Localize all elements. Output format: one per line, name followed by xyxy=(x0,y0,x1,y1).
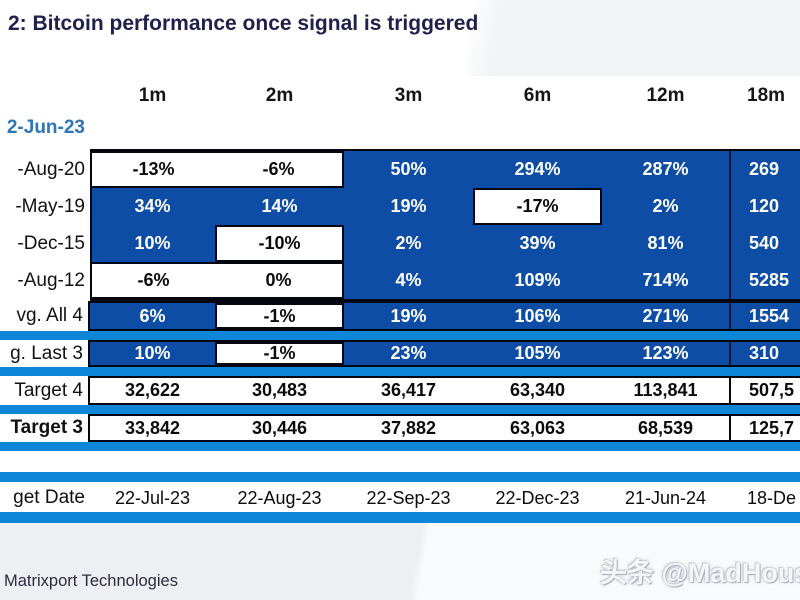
table-cell: 34% xyxy=(90,188,215,225)
table-cell: 22-Jul-23 xyxy=(90,484,215,512)
table-cell: 10% xyxy=(90,342,215,365)
table-cell: 19% xyxy=(344,303,473,329)
table-cell: 63,340 xyxy=(509,380,566,400)
table-cell: 21-Jun-24 xyxy=(602,484,729,512)
column-header-18m: 18m xyxy=(747,85,786,106)
background-bottom-band xyxy=(0,523,800,600)
table-cell: -1% xyxy=(215,342,344,365)
table-cell: 14% xyxy=(215,188,344,225)
table-cell: 30,483 xyxy=(251,380,308,400)
table-cell: 4% xyxy=(344,262,473,299)
table-cell: 81% xyxy=(602,225,729,262)
row-label: -Dec-15 xyxy=(17,232,85,254)
table-cell: -6% xyxy=(215,151,344,188)
signal-date-label: 2-Jun-23 xyxy=(6,117,85,138)
row-label: Target 4 xyxy=(0,376,90,405)
column-header-2m: 2m xyxy=(265,85,294,106)
table-row-target-4: Target 4 32,622 30,483 36,417 63,340 113… xyxy=(0,376,800,405)
table-row-target-3: Target 3 33,842 30,446 37,882 63,063 68,… xyxy=(0,414,800,442)
table-cell: -1% xyxy=(215,303,344,329)
table-row-may19: -May-19 34% 14% 19% -17% 2% 120 xyxy=(0,188,800,225)
background-top-band xyxy=(0,0,800,76)
table-cell: 0% xyxy=(215,262,344,299)
table-cell: 269 xyxy=(729,151,800,188)
table-cell: 37,882 xyxy=(380,417,437,438)
table-cell: 310 xyxy=(729,342,800,365)
table-cell: 271% xyxy=(602,303,729,329)
figure-title: 2: Bitcoin performance once signal is tr… xyxy=(8,12,479,35)
table-cell: 39% xyxy=(473,225,602,262)
table-cell: 33,842 xyxy=(124,417,181,438)
table-cell: 68,539 xyxy=(637,417,694,438)
table-row-target-date: get Date 22-Jul-23 22-Aug-23 22-Sep-23 2… xyxy=(0,484,800,512)
table-cell: 106% xyxy=(473,303,602,329)
table-cell: 540 xyxy=(729,225,800,262)
table-cell: 109% xyxy=(473,262,602,299)
watermark-text: 头条 @MadHouse xyxy=(600,558,800,588)
blue-divider-stripe xyxy=(0,472,800,482)
table-row-aug20: -Aug-20 -13% -6% 50% 294% 287% 269 xyxy=(0,151,800,188)
table-cell: 19% xyxy=(344,188,473,225)
table-cell: 123% xyxy=(602,342,729,365)
row-label: -May-19 xyxy=(15,195,85,217)
table-cell: 22-Aug-23 xyxy=(215,484,344,512)
column-header-row: 1m 2m 3m 6m 12m 18m xyxy=(0,82,800,110)
table-cell: 6% xyxy=(90,303,215,329)
table-cell: 125,7 xyxy=(729,416,800,440)
row-label: g. Last 3 xyxy=(10,342,83,364)
row-label: vg. All 4 xyxy=(16,305,83,326)
table-row-avg-all-4: vg. All 4 6% -1% 19% 106% 271% 1554 xyxy=(0,301,800,331)
table-cell: 30,446 xyxy=(251,417,308,438)
row-label: -Aug-20 xyxy=(17,158,85,180)
row-label: -Aug-12 xyxy=(17,269,85,291)
table-cell: 120 xyxy=(729,188,800,225)
table-cell: 10% xyxy=(90,225,215,262)
table-cell: -10% xyxy=(215,225,344,262)
column-header-12m: 12m xyxy=(646,85,685,106)
header-spacer xyxy=(0,82,90,110)
table-cell: -17% xyxy=(473,188,602,225)
table-cell: 1554 xyxy=(729,303,800,329)
blue-divider-stripe xyxy=(0,331,800,340)
table-cell: 113,841 xyxy=(633,380,698,400)
table-cell: 294% xyxy=(473,151,602,188)
table-cell: 50% xyxy=(344,151,473,188)
table-cell: 32,622 xyxy=(124,380,181,400)
row-label: Target 3 xyxy=(0,414,90,442)
blue-divider-stripe xyxy=(0,512,800,523)
table-cell: 63,063 xyxy=(509,417,566,438)
table-cell: 2% xyxy=(602,188,729,225)
table-cell: 22-Dec-23 xyxy=(473,484,602,512)
column-header-6m: 6m xyxy=(523,85,552,106)
blue-divider-stripe xyxy=(0,442,800,451)
table-row-aug12: -Aug-12 -6% 0% 4% 109% 714% 5285 xyxy=(0,262,800,299)
table-cell: 507,5 xyxy=(729,378,800,403)
blue-divider-stripe xyxy=(0,367,800,376)
table-cell: 105% xyxy=(473,342,602,365)
row-label: get Date xyxy=(13,487,85,508)
column-header-1m: 1m xyxy=(138,85,167,106)
table-cell: 5285 xyxy=(729,262,800,299)
table-cell: 36,417 xyxy=(380,380,437,400)
table-cell: 287% xyxy=(602,151,729,188)
table-cell: 714% xyxy=(602,262,729,299)
table-cell: 2% xyxy=(344,225,473,262)
table-row-dec15: -Dec-15 10% -10% 2% 39% 81% 540 xyxy=(0,225,800,262)
table-cell: 22-Sep-23 xyxy=(344,484,473,512)
table-cell: 23% xyxy=(344,342,473,365)
table-cell: -6% xyxy=(90,262,215,299)
table-row-avg-last-3: g. Last 3 10% -1% 23% 105% 123% 310 xyxy=(0,340,800,367)
blue-divider-stripe xyxy=(0,405,800,414)
table-cell: -13% xyxy=(90,151,215,188)
source-text: Matrixport Technologies xyxy=(4,572,178,590)
table-cell: 18-De xyxy=(729,484,800,512)
signal-date-row: 2-Jun-23 xyxy=(0,114,800,142)
column-header-3m: 3m xyxy=(394,85,423,106)
